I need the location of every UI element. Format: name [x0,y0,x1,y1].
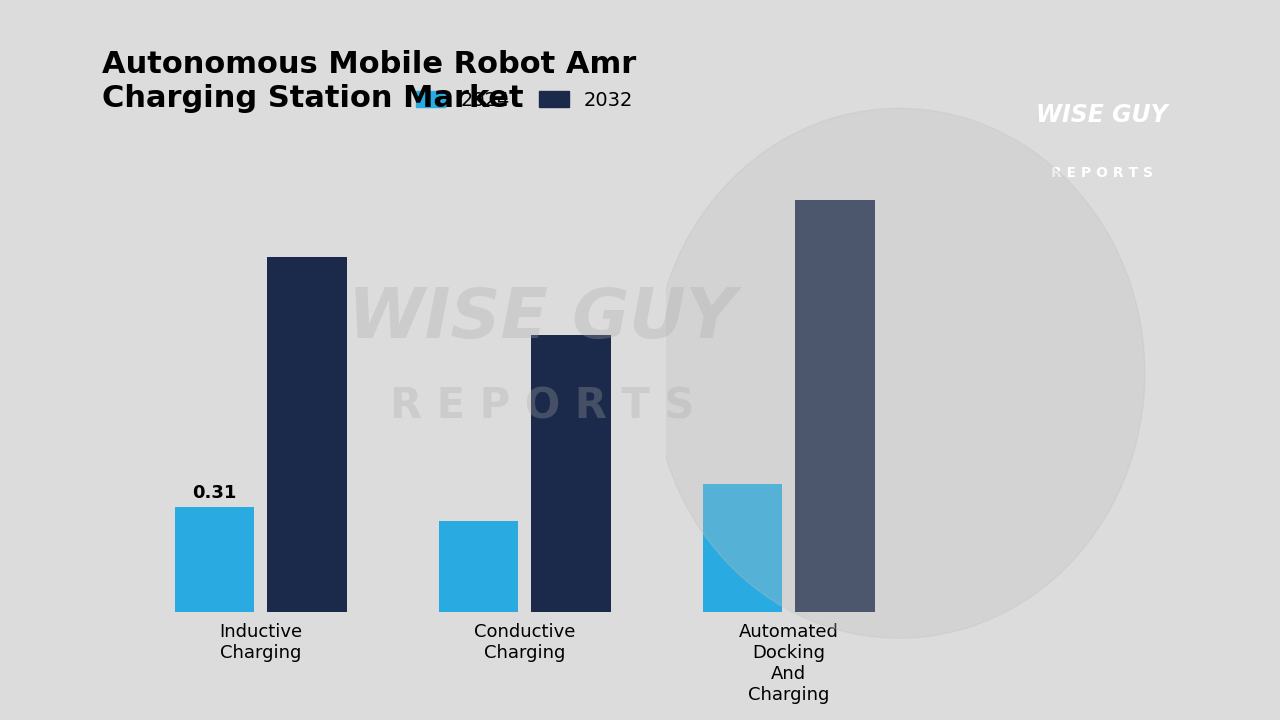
Text: WISE GUY: WISE GUY [348,284,736,352]
Text: R E P O R T S: R E P O R T S [1051,166,1153,180]
Legend: 2024, 2032: 2024, 2032 [408,84,641,117]
Bar [703,484,782,612]
Circle shape [653,108,1144,638]
Bar [795,200,874,612]
Text: WISE GUY: WISE GUY [1036,103,1167,127]
Text: 0.31: 0.31 [192,485,237,503]
Bar [268,258,347,612]
Bar [175,508,255,612]
Text: R E P O R T S: R E P O R T S [389,385,694,428]
Bar [531,335,611,612]
Text: Autonomous Mobile Robot Amr
Charging Station Market: Autonomous Mobile Robot Amr Charging Sta… [102,50,636,113]
Bar [439,521,518,612]
